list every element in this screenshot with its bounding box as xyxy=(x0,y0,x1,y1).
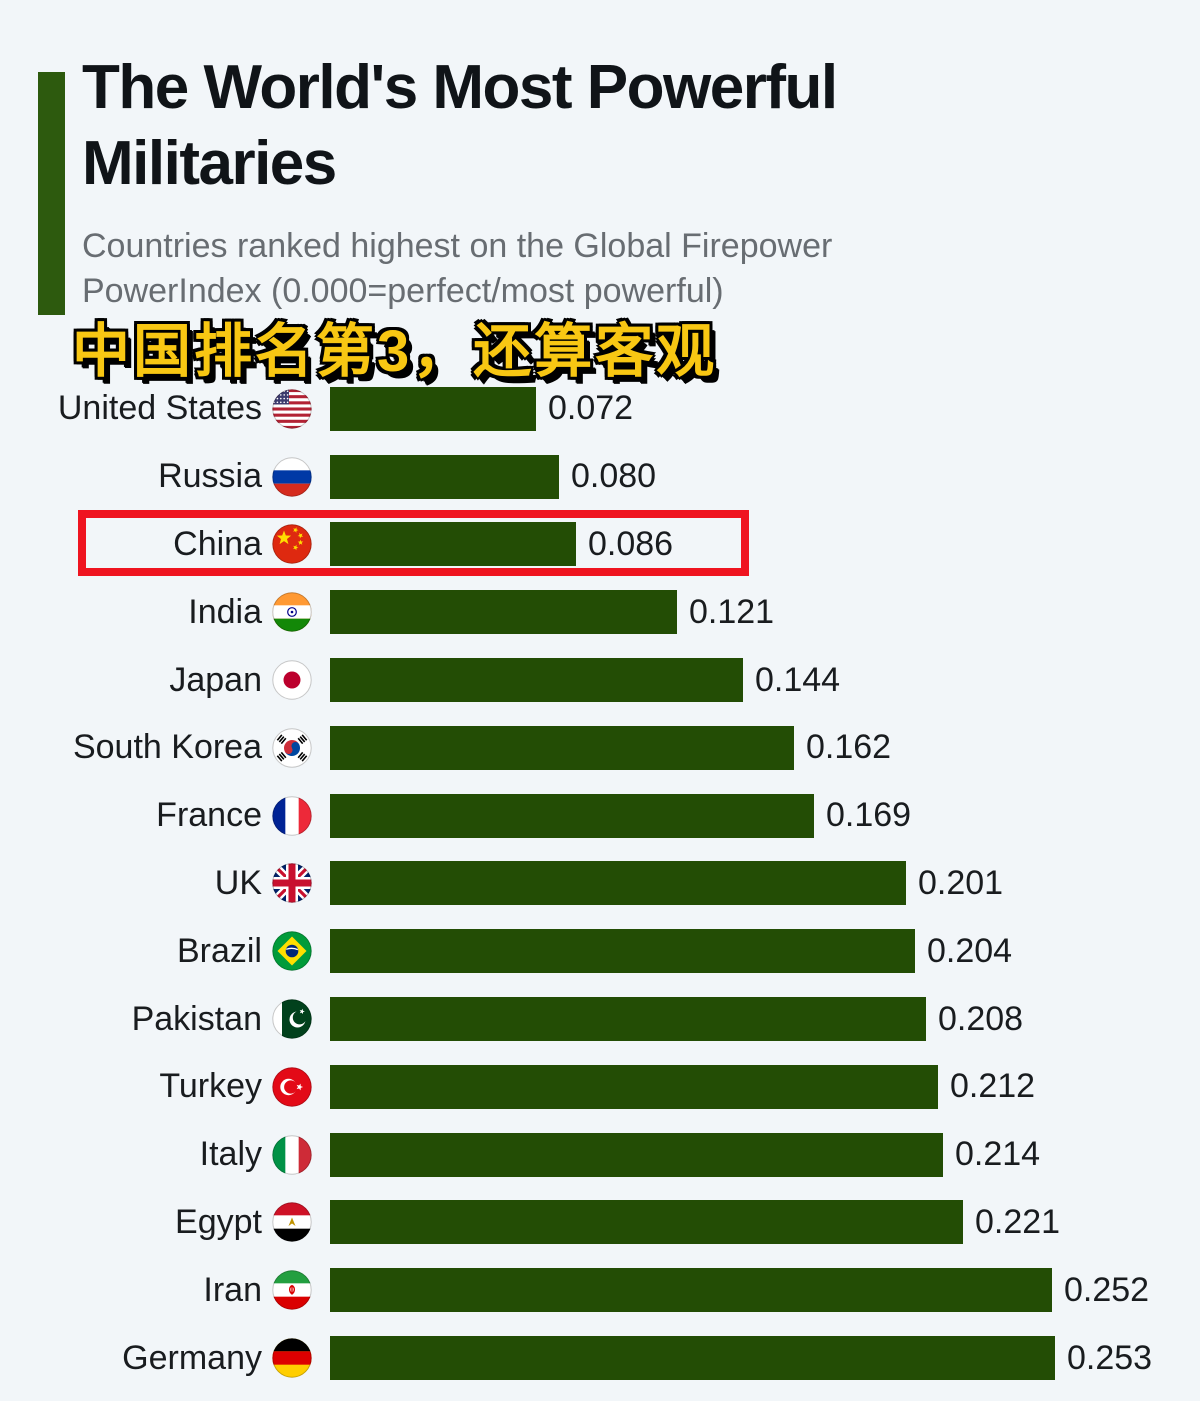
value-bar xyxy=(330,1132,943,1177)
kr-flag-icon xyxy=(272,728,312,768)
value-label: 0.214 xyxy=(955,1135,1041,1174)
value-bar xyxy=(330,1200,963,1245)
chart-row-ir: Iran 0.252 xyxy=(0,1256,1200,1324)
chart-row-de: Germany 0.253 xyxy=(0,1324,1200,1392)
value-bar xyxy=(330,454,559,499)
value-label: 0.253 xyxy=(1067,1338,1153,1377)
pk-flag-icon xyxy=(272,999,312,1039)
tr-flag-icon xyxy=(272,1067,312,1107)
country-label: China xyxy=(173,524,262,563)
country-label: India xyxy=(188,592,262,631)
country-label: Iran xyxy=(203,1270,262,1309)
chart-row-kr: South Korea 0.162 xyxy=(0,714,1200,782)
chart-row-us: United States 0.072 xyxy=(0,375,1200,443)
us-flag-icon xyxy=(272,389,312,429)
value-bar xyxy=(330,725,794,770)
country-label: South Korea xyxy=(72,728,262,767)
country-label: Brazil xyxy=(176,931,262,970)
chart-row-eg: Egypt 0.221 xyxy=(0,1189,1200,1257)
value-bar xyxy=(330,590,677,635)
value-label: 0.086 xyxy=(588,524,674,563)
country-label: Egypt xyxy=(175,1202,262,1241)
country-label: France xyxy=(156,796,262,835)
title-accent-bar xyxy=(38,72,65,315)
country-label: Japan xyxy=(169,660,262,699)
value-bar xyxy=(330,997,926,1042)
value-bar xyxy=(330,793,814,838)
chart-row-br: Brazil 0.204 xyxy=(0,917,1200,985)
chart-title: The World's Most Powerful Militaries xyxy=(82,53,838,198)
ru-flag-icon xyxy=(272,456,312,497)
value-bar xyxy=(330,1268,1052,1313)
value-bar xyxy=(330,929,915,974)
country-label: UK xyxy=(214,863,262,902)
value-label: 0.080 xyxy=(571,457,657,496)
chart-subtitle: Countries ranked highest on the Global F… xyxy=(82,227,833,310)
bar-chart: United States 0.072 Russia 0.080 China 0.086 I… xyxy=(0,375,1200,1392)
chart-row-tr: Turkey 0.212 xyxy=(0,1053,1200,1121)
fr-flag-icon xyxy=(272,795,312,836)
value-label: 0.201 xyxy=(918,863,1004,902)
country-label: Russia xyxy=(158,457,262,496)
country-label: Pakistan xyxy=(131,999,262,1038)
chart-row-ru: Russia 0.080 xyxy=(0,443,1200,511)
eg-flag-icon xyxy=(272,1202,312,1243)
in-flag-icon xyxy=(272,592,312,632)
value-bar xyxy=(330,386,536,431)
value-label: 0.212 xyxy=(950,1067,1036,1106)
de-flag-icon xyxy=(272,1338,312,1378)
jp-flag-icon xyxy=(272,660,312,700)
value-label: 0.204 xyxy=(927,931,1013,970)
value-label: 0.072 xyxy=(548,389,634,428)
country-label: Italy xyxy=(199,1135,262,1174)
value-label: 0.144 xyxy=(755,660,841,699)
china-highlight-box xyxy=(78,510,749,576)
value-label: 0.252 xyxy=(1064,1270,1150,1309)
gb-flag-icon xyxy=(272,863,312,904)
value-label: 0.121 xyxy=(689,592,775,631)
value-bar xyxy=(330,1064,938,1109)
value-label: 0.208 xyxy=(938,999,1024,1038)
value-label: 0.169 xyxy=(826,796,912,835)
value-bar xyxy=(330,522,576,567)
country-label: Turkey xyxy=(159,1067,262,1106)
value-label: 0.221 xyxy=(975,1202,1061,1241)
chart-row-jp: Japan 0.144 xyxy=(0,646,1200,714)
it-flag-icon xyxy=(272,1134,312,1175)
chart-row-fr: France 0.169 xyxy=(0,782,1200,850)
ir-flag-icon xyxy=(272,1270,312,1310)
cn-flag-icon xyxy=(272,524,312,565)
value-bar xyxy=(330,1336,1055,1381)
chart-row-it: Italy 0.214 xyxy=(0,1121,1200,1189)
value-bar xyxy=(330,658,743,703)
value-bar xyxy=(330,861,906,906)
chart-row-cn: China 0.086 xyxy=(0,511,1200,579)
country-label: United States xyxy=(57,389,262,428)
br-flag-icon xyxy=(272,931,312,971)
value-label: 0.162 xyxy=(806,728,892,767)
chinese-caption-overlay: 中国排名第3，还算客观 xyxy=(71,319,718,385)
chart-row-in: India 0.121 xyxy=(0,578,1200,646)
chart-row-pk: Pakistan 0.208 xyxy=(0,985,1200,1053)
chart-row-gb: UK 0.201 xyxy=(0,850,1200,918)
country-label: Germany xyxy=(122,1338,262,1377)
